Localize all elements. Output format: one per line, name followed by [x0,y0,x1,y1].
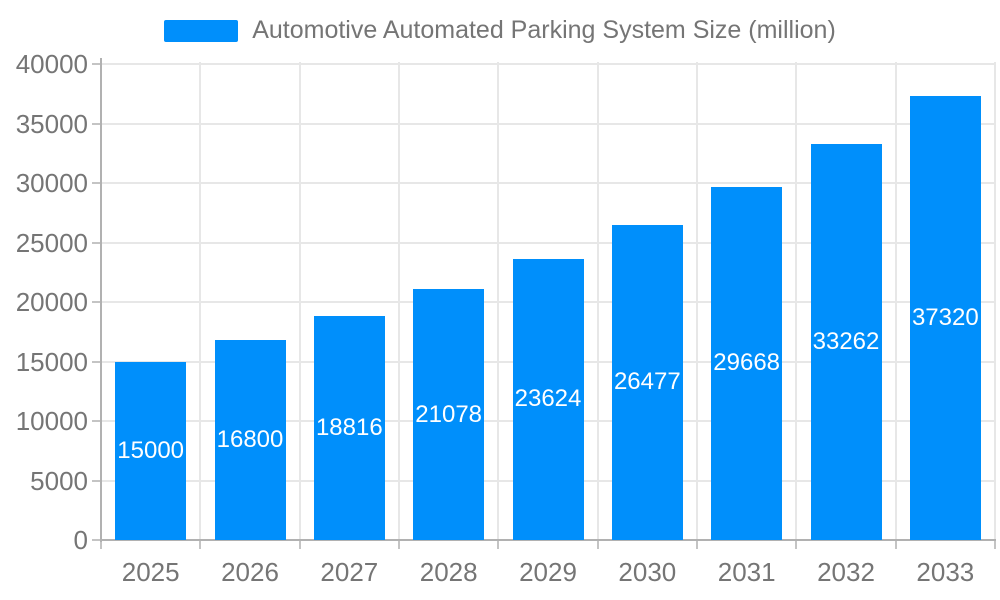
y-tick-label: 40000 [15,49,88,79]
y-tick-label: 0 [73,525,88,555]
x-tick-label: 2030 [618,557,677,587]
x-tick-mark [596,541,599,549]
y-tick-label: 5000 [30,465,88,496]
bar-value-label: 23624 [514,385,582,413]
bar-value-label: 33262 [812,328,880,356]
h-gridline [101,122,995,125]
x-tick-label: 2029 [519,557,577,587]
h-gridline [101,63,995,65]
bar[interactable] [413,289,485,540]
y-tick-label: 30000 [15,168,88,198]
bar-value-label: 29668 [713,349,781,377]
bar[interactable] [611,224,683,540]
y-tick-mark [92,122,101,125]
legend-marker-swatch [164,19,239,42]
bar-value-label: 26477 [613,368,681,396]
v-gridline [994,62,996,540]
y-tick-mark [92,479,101,482]
y-tick-label: 20000 [15,287,88,317]
y-tick-mark [92,539,101,541]
y-tick-mark [92,301,101,303]
v-gridline [199,62,202,540]
h-gridline [101,241,995,244]
bar-value-label: 21078 [415,400,483,428]
y-tick-mark [92,420,101,422]
bar[interactable] [115,361,187,540]
x-tick-label: 2032 [817,557,875,587]
y-tick-mark [92,63,101,65]
y-tick-mark [92,182,101,184]
y-tick-label: 15000 [15,346,88,377]
x-tick-mark [994,541,996,549]
bar-value-label: 16800 [216,426,284,454]
x-tick-mark [100,541,102,549]
x-tick-mark [696,541,698,549]
h-gridline [101,182,995,184]
x-tick-mark [795,541,798,549]
bar[interactable] [909,95,981,540]
v-gridline [398,62,400,540]
bar-value-label: 18816 [315,414,383,442]
x-tick-label: 2027 [320,557,379,587]
x-tick-label: 2026 [221,557,279,587]
y-axis-line [100,58,102,542]
y-tick-mark [92,360,101,363]
x-tick-label: 2033 [916,557,975,587]
y-tick-mark [92,241,101,244]
v-gridline [596,62,599,540]
x-tick-mark [199,541,202,549]
bar[interactable] [512,258,584,540]
x-tick-label: 2031 [717,557,776,587]
y-tick-label: 35000 [15,108,88,139]
v-gridline [298,62,301,540]
legend: Automotive Automated Parking System Size… [0,16,1000,45]
bar-value-label: 37320 [911,303,979,331]
x-tick-mark [497,541,500,549]
bar[interactable] [711,186,783,540]
bar[interactable] [214,340,286,540]
x-tick-mark [298,541,301,549]
x-tick-label: 2028 [419,557,478,587]
x-tick-mark [894,541,897,549]
x-tick-label: 2025 [121,557,180,587]
y-tick-label: 25000 [15,227,88,258]
bar[interactable] [810,144,882,540]
x-axis-line [100,539,996,541]
v-gridline [795,62,798,540]
v-gridline [894,62,897,540]
x-tick-mark [398,541,400,549]
legend-item[interactable]: Automotive Automated Parking System Size… [164,16,836,45]
legend-label: Automotive Automated Parking System Size… [252,16,836,44]
v-gridline [696,62,698,540]
y-tick-label: 10000 [15,406,88,436]
bar[interactable] [313,316,385,540]
v-gridline [497,62,500,540]
bar-value-label: 15000 [117,436,185,464]
